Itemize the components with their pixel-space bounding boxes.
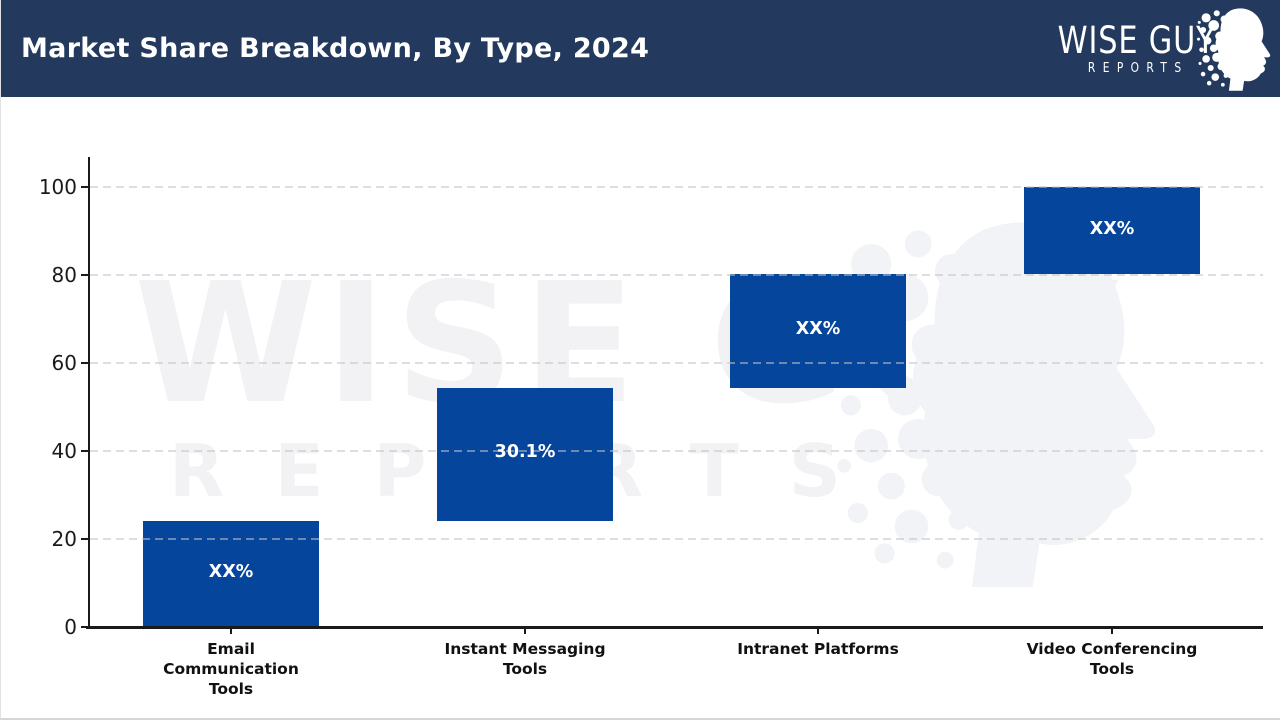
bar-segment — [1024, 187, 1200, 275]
x-tick — [524, 627, 526, 634]
y-tick-label-40: 40 — [51, 439, 77, 463]
category-label: Video Conferencing Tools — [1026, 640, 1198, 678]
y-tick-label-80: 80 — [51, 263, 77, 287]
gridline-40 — [90, 450, 1263, 452]
bar-value-label: XX% — [208, 561, 254, 582]
y-axis-spine — [88, 157, 90, 629]
bar-segment — [730, 274, 906, 389]
y-tick-60 — [81, 362, 88, 364]
header-bar: Market Share Breakdown, By Type, 2024 WI… — [1, 0, 1280, 97]
bar-value-label: 30.1% — [494, 442, 556, 463]
x-tick — [230, 627, 232, 634]
wiseguy-logo: WISE GUY REPORTS — [1023, 0, 1273, 97]
bar-value-label: XX% — [795, 319, 841, 340]
bar-value-label: XX% — [1089, 218, 1135, 239]
logo-subtext: REPORTS — [1087, 61, 1188, 76]
y-tick-0 — [81, 626, 88, 628]
y-tick-label-20: 20 — [51, 527, 77, 551]
y-tick-label-60: 60 — [51, 351, 77, 375]
bar-segment — [437, 388, 613, 521]
logo-text: WISE GUY REPORTS — [1057, 22, 1215, 75]
y-tick-label-0: 0 — [64, 615, 77, 639]
y-tick-20 — [81, 538, 88, 540]
x-tick — [1111, 627, 1113, 634]
gridline-60 — [90, 362, 1263, 364]
y-tick-40 — [81, 450, 88, 452]
gridline-80 — [90, 274, 1263, 276]
category-label: Intranet Platforms — [737, 640, 899, 658]
y-tick-100 — [81, 186, 88, 188]
x-axis-spine — [86, 626, 1263, 629]
y-tick-label-100: 100 — [38, 175, 77, 199]
category-label: Instant Messaging Tools — [444, 640, 606, 678]
logo-wordmark: WISE GUY — [1057, 19, 1215, 62]
gridline-20 — [90, 538, 1263, 540]
y-tick-80 — [81, 274, 88, 276]
category-label: Email Communication Tools — [163, 640, 299, 698]
gridline-100 — [90, 186, 1263, 188]
chart-title: Market Share Breakdown, By Type, 2024 — [21, 33, 650, 64]
x-tick — [817, 627, 819, 634]
